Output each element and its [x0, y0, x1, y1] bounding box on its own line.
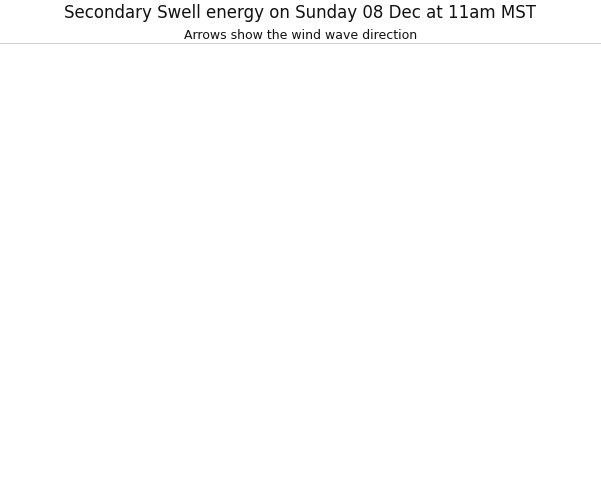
Text: Arrows show the wind wave direction: Arrows show the wind wave direction [184, 28, 417, 41]
Text: Secondary Swell energy on Sunday 08 Dec at 11am MST: Secondary Swell energy on Sunday 08 Dec … [64, 4, 537, 22]
Text: Cartopy required for map rendering: Cartopy required for map rendering [126, 257, 475, 276]
